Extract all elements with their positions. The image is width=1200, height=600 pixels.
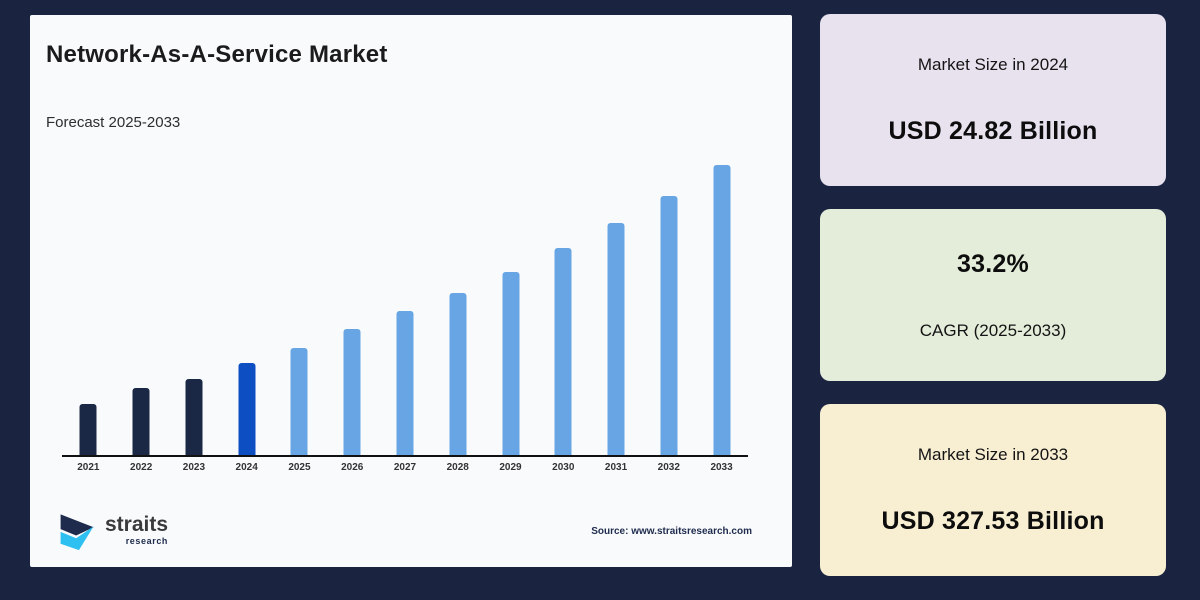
bar-column-2030: 2030 [537,165,590,473]
bar-column-2033: 2033 [695,165,748,473]
logo-wordmark: straits [105,513,169,536]
x-tick-label-2027: 2027 [393,462,417,473]
x-tick-label-2030: 2030 [552,462,575,473]
bar-2022 [132,387,150,455]
bar-column-2022: 2022 [115,165,168,473]
x-axis-line [62,455,748,457]
x-tick-label-2024: 2024 [235,462,258,473]
logo-wordmark-sub: research [125,536,169,546]
straits-research-logo: straits research [56,508,168,552]
x-tick-label-2033: 2033 [710,462,733,473]
chart-panel: Network-As-A-Service Market Forecast 202… [30,15,792,567]
x-tick-label-2026: 2026 [341,462,364,473]
cagr-label: CAGR (2025-2033) [919,320,1067,340]
source-attribution: Source: www.straitsresearch.com [591,526,752,537]
bar-column-2029: 2029 [484,165,537,473]
bar-2032 [660,196,678,455]
page-title: Network-As-A-Service Market [46,41,388,68]
market-size-2024-value: USD 24.82 Billion [888,116,1098,145]
bar-2027 [396,311,414,455]
bar-2024 [238,362,256,455]
logo-arrow-icon [60,514,94,551]
stat-cards-column: Market Size in 2024 USD 24.82 Billion 33… [820,14,1166,576]
x-tick-label-2028: 2028 [446,462,469,473]
bar-column-2028: 2028 [431,165,484,473]
bar-column-2021: 2021 [62,165,115,473]
cagr-value: 33.2% [957,249,1029,278]
bar-column-2024: 2024 [220,165,273,473]
x-tick-label-2021: 2021 [77,462,100,473]
market-size-2033-value: USD 327.53 Billion [881,506,1105,535]
bar-column-2027: 2027 [379,165,432,473]
bar-2021 [79,403,97,455]
bar-2029 [502,272,519,455]
bar-column-2031: 2031 [590,165,643,473]
x-tick-label-2025: 2025 [288,462,311,473]
logo-text: straits research [105,514,168,546]
bar-2028 [449,293,467,455]
bar-column-2025: 2025 [273,165,326,473]
bar-column-2032: 2032 [642,165,695,473]
market-size-2024-card: Market Size in 2024 USD 24.82 Billion [820,14,1166,186]
bar-2026 [343,329,361,455]
forecast-subtitle: Forecast 2025-2033 [46,114,181,131]
market-size-2024-label: Market Size in 2024 [917,54,1069,74]
bar-2031 [607,223,625,455]
bar-chart: 2021 2022 2023 2024 2025 2026 2027 2028 2029 2030… [62,165,748,473]
bar-column-2023: 2023 [168,165,221,473]
bar-2030 [554,248,572,455]
bar-column-2026: 2026 [326,165,379,473]
x-tick-label-2031: 2031 [604,462,628,473]
x-tick-label-2023: 2023 [182,462,206,473]
bar-2033 [713,165,731,455]
x-tick-label-2022: 2022 [130,462,153,473]
x-tick-label-2029: 2029 [499,462,522,473]
market-size-2033-label: Market Size in 2033 [917,444,1069,464]
bar-2023 [185,378,203,455]
market-size-2033-card: Market Size in 2033 USD 327.53 Billion [820,404,1166,576]
x-tick-label-2032: 2032 [657,462,680,473]
cagr-card: 33.2% CAGR (2025-2033) [820,209,1166,381]
bar-2025 [290,347,308,455]
